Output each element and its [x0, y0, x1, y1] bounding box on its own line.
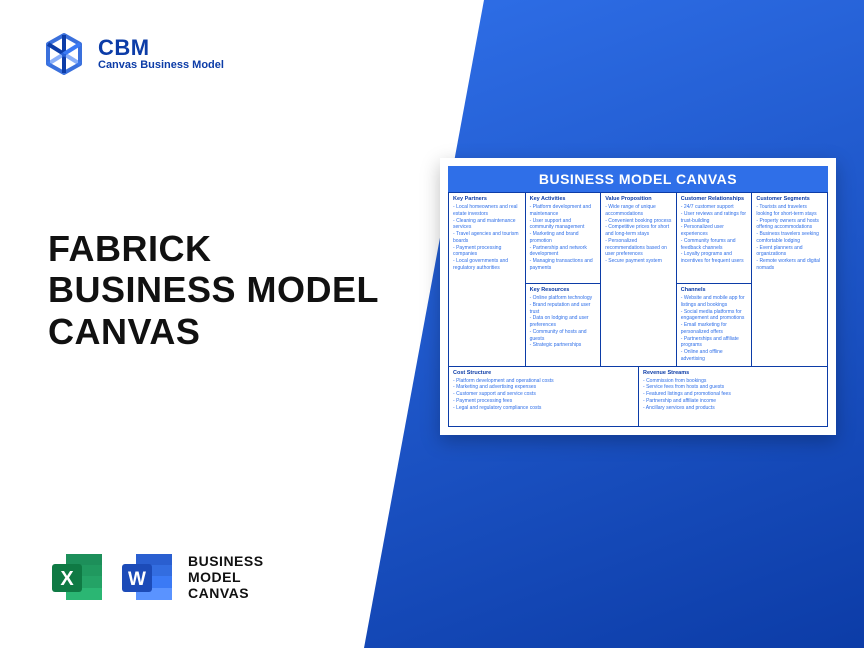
list-item: Community of hosts and guests	[530, 329, 597, 343]
logo-icon	[42, 32, 86, 76]
col-relationships-channels: Customer Relationships 24/7 customer sup…	[676, 192, 752, 366]
list-item: Community forums and feedback channels	[681, 238, 748, 252]
list-item: Partnership and affiliate income	[643, 398, 823, 405]
list-item: Customer support and service costs	[453, 391, 634, 398]
list-item: Payment processing fees	[453, 398, 634, 405]
page-title: FABRICK BUSINESS MODEL CANVAS	[48, 228, 379, 352]
title-line-3: CANVAS	[48, 311, 379, 352]
title-line-2: BUSINESS MODEL	[48, 269, 379, 310]
list-item: Marketing and advertising expenses	[453, 384, 634, 391]
cell-value-proposition: Value Proposition Wide range of unique a…	[600, 192, 676, 366]
cell-customer-segments: Customer Segments Tourists and travelers…	[751, 192, 827, 366]
list-item: Strategic partnerships	[530, 342, 597, 349]
list-item: Service fees from hosts and guests	[643, 384, 823, 391]
cell-cost-structure: Cost Structure Platform development and …	[449, 366, 638, 426]
cell-key-activities: Key Activities Platform development and …	[526, 193, 601, 283]
brand-name: CBM	[98, 37, 224, 59]
format-label: BUSINESS MODEL CANVAS	[188, 553, 264, 601]
list-item: Email marketing for personalized offers	[681, 322, 748, 336]
format-badges: X W BUSINESS MODEL CANVAS	[48, 548, 264, 606]
list-item: Personalized user experiences	[681, 224, 748, 238]
list-item: Platform development and maintenance	[530, 204, 597, 218]
brand-subtitle: Canvas Business Model	[98, 59, 224, 71]
cell-key-partners: Key Partners Local homeowners and real e…	[449, 192, 525, 366]
list-item: User reviews and ratings for trust-build…	[681, 211, 748, 225]
list-item: Tourists and travelers looking for short…	[756, 204, 823, 218]
list-item: Managing transactions and payments	[530, 258, 597, 272]
title-line-1: FABRICK	[48, 228, 379, 269]
list-item: User support and community management	[530, 218, 597, 232]
list-item: 24/7 customer support	[681, 204, 748, 211]
list-item: Cleaning and maintenance services	[453, 218, 521, 232]
list-item: Business travelers seeking comfortable l…	[756, 231, 823, 245]
list-item: Social media platforms for engagement an…	[681, 309, 748, 323]
list-item: Personalized recommendations based on us…	[605, 238, 672, 258]
list-item: Property owners and hosts offering accom…	[756, 218, 823, 232]
list-item: Wide range of unique accommodations	[605, 204, 672, 218]
list-item: Featured listings and promotional fees	[643, 391, 823, 398]
list-item: Marketing and brand promotion	[530, 231, 597, 245]
cell-channels: Channels Website and mobile app for list…	[677, 283, 752, 366]
list-item: Legal and regulatory compliance costs	[453, 405, 634, 412]
list-item: Loyalty programs and incentives for freq…	[681, 251, 748, 265]
list-item: Partnership and network development	[530, 245, 597, 259]
brand-logo: CBM Canvas Business Model	[42, 32, 224, 76]
list-item: Secure payment system	[605, 258, 672, 265]
list-item: Convenient booking process	[605, 218, 672, 225]
list-item: Online platform technology	[530, 295, 597, 302]
col-activities-resources: Key Activities Platform development and …	[525, 192, 601, 366]
list-item: Brand reputation and user trust	[530, 302, 597, 316]
list-item: Ancillary services and products	[643, 405, 823, 412]
list-item: Competitive prices for short and long-te…	[605, 224, 672, 238]
cell-revenue-streams: Revenue Streams Commission from bookings…	[638, 366, 827, 426]
canvas-title: BUSINESS MODEL CANVAS	[448, 166, 828, 192]
list-item: Website and mobile app for listings and …	[681, 295, 748, 309]
list-item: Partnerships and affiliate programs	[681, 336, 748, 350]
list-item: Local governments and regulatory authori…	[453, 258, 521, 272]
word-icon: W	[118, 548, 176, 606]
list-item: Travel agencies and tourism boards	[453, 231, 521, 245]
canvas-preview: BUSINESS MODEL CANVAS Key Partners Local…	[440, 158, 836, 435]
list-item: Remote workers and digital nomads	[756, 258, 823, 272]
cell-key-resources: Key Resources Online platform technology…	[526, 283, 601, 363]
svg-text:W: W	[128, 569, 146, 590]
list-item: Data on lodging and user preferences	[530, 315, 597, 329]
list-item: Event planners and organizations	[756, 245, 823, 259]
list-item: Local homeowners and real estate investo…	[453, 204, 521, 218]
canvas-grid: Key Partners Local homeowners and real e…	[448, 192, 828, 427]
excel-icon: X	[48, 548, 106, 606]
list-item: Payment processing companies	[453, 245, 521, 259]
list-item: Platform development and operational cos…	[453, 378, 634, 385]
cell-customer-relationships: Customer Relationships 24/7 customer sup…	[677, 193, 752, 283]
list-item: Online and offline advertising	[681, 349, 748, 363]
list-item: Commission from bookings	[643, 378, 823, 385]
svg-text:X: X	[60, 568, 74, 590]
